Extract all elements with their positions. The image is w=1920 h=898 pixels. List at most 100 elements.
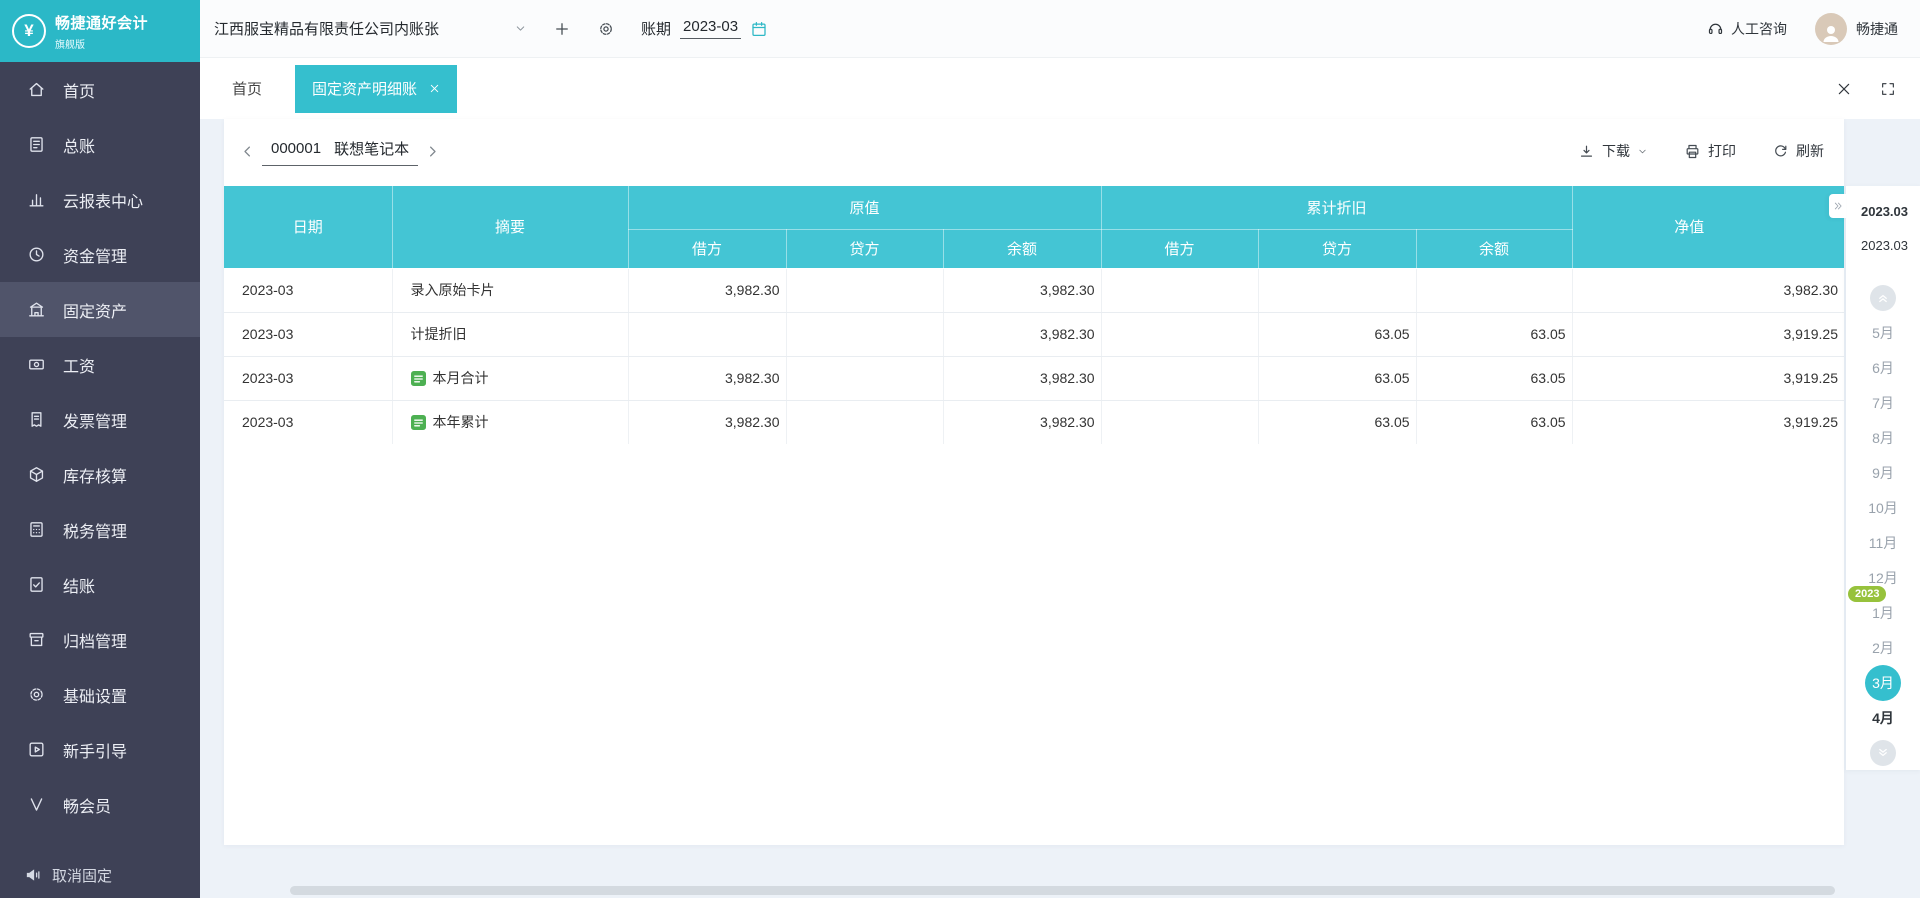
tab-home[interactable]: 首页 [213, 65, 281, 113]
close-tab-icon[interactable] [429, 83, 440, 94]
app-edition: 旗舰版 [55, 39, 85, 51]
cell-ov-credit [786, 400, 944, 445]
topbar: 江西服宝精品有限责任公司内账张 账期 2023-03 人工咨询 畅捷通 [200, 0, 1920, 58]
sidebar-item-salary[interactable]: 工资 [0, 337, 200, 392]
summary-total-icon [410, 370, 426, 386]
sidebar-item-home[interactable]: 首页 [0, 62, 200, 117]
cell-summary: 本月合计 [392, 356, 629, 401]
sidebar-item-tax-management[interactable]: 税务管理 [0, 502, 200, 557]
month-item[interactable]: 12月 [1868, 569, 1898, 586]
ledger-card: 000001 联想笔记本 下载 打印 刷新 [223, 119, 1845, 845]
sidebar-item-closing[interactable]: 结账 [0, 557, 200, 612]
archive-icon [29, 632, 44, 647]
avatar[interactable] [1815, 12, 1847, 45]
asset-detail-table: 日期 摘要 原值 累计折旧 净值 借方 贷方 余额 借方 贷方 余额 2023- [223, 185, 1845, 445]
refresh-button[interactable]: 刷新 [1772, 141, 1824, 161]
cell-ad-balance: 63.05 [1416, 400, 1573, 445]
account-settings-button[interactable] [597, 20, 615, 38]
col-header-ov-credit: 贷方 [785, 228, 944, 269]
month-item-current[interactable]: 4月 [1872, 709, 1894, 726]
unpin-sidebar-button[interactable]: 取消固定 [0, 852, 200, 898]
cell-ad-debit [1101, 400, 1259, 445]
month-item[interactable]: 6月 [1872, 359, 1894, 376]
sidebar-item-basic-settings[interactable]: 基础设置 [0, 667, 200, 722]
print-button[interactable]: 打印 [1684, 141, 1736, 161]
table-header: 日期 摘要 原值 累计折旧 净值 借方 贷方 余额 借方 贷方 余额 [223, 185, 1845, 269]
cell-ov-credit [786, 268, 944, 313]
sidebar-item-funds-management[interactable]: 资金管理 [0, 227, 200, 282]
month-item-selected[interactable]: 3月 [1846, 664, 1920, 701]
month-item[interactable]: 1月 [1872, 604, 1894, 621]
cell-ad-balance [1416, 268, 1573, 313]
report-icon [29, 194, 44, 207]
month-item[interactable]: 8月 [1872, 429, 1894, 446]
cell-ov-balance: 3,982.30 [943, 312, 1102, 357]
company-name: 江西服宝精品有限责任公司内账张 [214, 21, 440, 38]
add-account-set-button[interactable] [553, 20, 571, 38]
month-item[interactable]: 11月 [1868, 534, 1898, 551]
cell-ov-debit: 3,982.30 [628, 400, 787, 445]
col-header-ov-debit: 借方 [627, 228, 787, 269]
chevron-right-icon [430, 146, 436, 156]
sidebar-item-label: 固定资产 [63, 303, 128, 321]
download-button[interactable]: 下载 [1578, 141, 1648, 161]
tabbar-actions [1836, 81, 1920, 97]
asset-name: 联想笔记本 [334, 140, 410, 158]
period-value-field[interactable]: 2023-03 [680, 18, 742, 39]
asset-selector[interactable]: 000001 联想笔记本 [262, 137, 419, 166]
app-logo: ¥ 畅捷通好会计 旗舰版 [0, 0, 200, 62]
col-header-ov-balance: 余额 [942, 228, 1102, 269]
sidebar-item-beginner-guide[interactable]: 新手引导 [0, 722, 200, 777]
collapse-panel-button[interactable] [1829, 194, 1846, 218]
sidebar-item-invoice-management[interactable]: 发票管理 [0, 392, 200, 447]
sidebar-item-label: 库存核算 [63, 468, 128, 486]
cell-date: 2023-03 [224, 312, 393, 357]
accounting-period: 账期 2023-03 [641, 18, 768, 39]
sidebar-item-inventory-accounting[interactable]: 库存核算 [0, 447, 200, 502]
month-item[interactable]: 5月 [1872, 324, 1894, 341]
horizontal-scrollbar[interactable] [290, 886, 1835, 895]
double-chevron-up-icon [1879, 294, 1887, 302]
sidebar-item-fixed-assets[interactable]: 固定资产 [0, 282, 200, 337]
scroll-months-up-button[interactable] [1846, 280, 1920, 315]
month-item[interactable]: 7月 [1872, 394, 1894, 411]
fullscreen-icon[interactable] [1880, 81, 1896, 97]
close-icon[interactable] [1836, 81, 1852, 97]
sidebar-item-label: 畅会员 [63, 798, 112, 816]
tab-label: 固定资产明细账 [312, 81, 418, 98]
company-selector[interactable]: 江西服宝精品有限责任公司内账张 [214, 18, 527, 39]
app-logo-icon: ¥ [12, 14, 46, 48]
sidebar-item-membership[interactable]: 畅会员 [0, 777, 200, 832]
asset-code: 000001 [271, 139, 322, 157]
sidebar-item-cloud-report-center[interactable]: 云报表中心 [0, 172, 200, 227]
tab-fixed-asset-detail-ledger[interactable]: 固定资产明细账 [295, 64, 458, 113]
chevron-left-icon [244, 146, 250, 156]
topbar-right: 人工咨询 畅捷通 [1707, 12, 1898, 45]
tabbar: 首页 固定资产明细账 [200, 58, 1920, 119]
scroll-months-down-button[interactable] [1846, 735, 1920, 770]
month-item[interactable]: 2月 [1872, 639, 1894, 656]
period-end: 2023.03 [1861, 237, 1908, 253]
cell-summary: 计提折旧 [392, 312, 629, 357]
human-consult-button[interactable]: 人工咨询 [1707, 19, 1787, 39]
col-header-accumulated-depreciation: 累计折旧 [1100, 185, 1573, 230]
col-header-net-value: 净值 [1571, 185, 1845, 269]
next-asset-button[interactable] [421, 140, 444, 163]
table-row: 2023-03 计提折旧 3,982.30 63.05 63.05 3,919.… [224, 312, 1844, 357]
chevron-down-icon [516, 26, 525, 31]
prev-asset-button[interactable] [236, 140, 259, 163]
username[interactable]: 畅捷通 [1856, 20, 1898, 37]
consult-label: 人工咨询 [1731, 20, 1787, 37]
cell-ov-credit [786, 356, 944, 401]
cell-summary: 本年累计 [392, 400, 629, 445]
printer-icon [1686, 144, 1699, 158]
sidebar-menu: 首页 总账 云报表中心 资金管理 固定资产 工资 发票管理 库存核算 [0, 62, 200, 852]
sidebar-item-general-ledger[interactable]: 总账 [0, 117, 200, 172]
month-item[interactable]: 10月 [1868, 499, 1898, 516]
double-chevron-down-icon [1879, 748, 1887, 756]
sidebar-item-archive-management[interactable]: 归档管理 [0, 612, 200, 667]
download-icon [1580, 145, 1593, 157]
cell-net: 3,919.25 [1572, 356, 1844, 401]
calendar-icon[interactable] [750, 20, 768, 38]
month-item[interactable]: 9月 [1872, 464, 1894, 481]
